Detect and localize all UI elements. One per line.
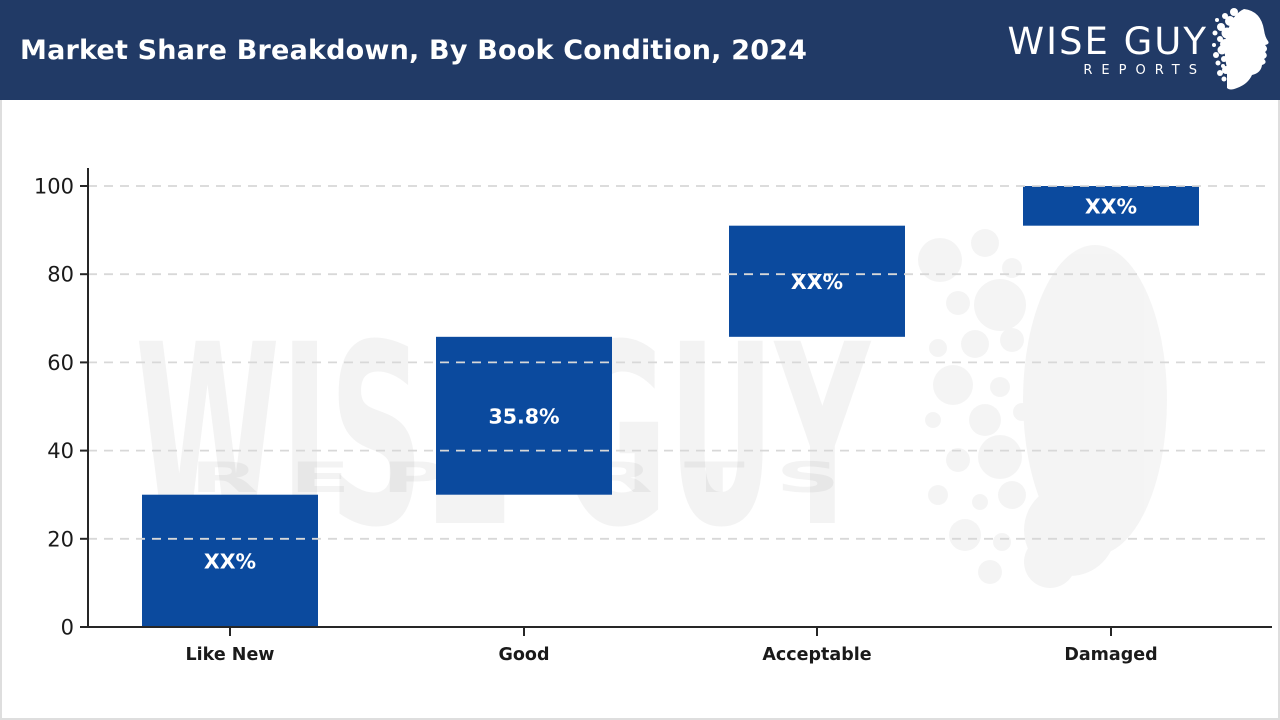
y-tick-label: 100	[34, 175, 74, 199]
header: Market Share Breakdown, By Book Conditio…	[0, 0, 1280, 100]
x-tick-label: Good	[499, 645, 550, 665]
logo-reports-label: REPORTS	[1083, 62, 1206, 78]
logo-wiseguy-label: WISE GUY	[1007, 19, 1208, 63]
logo: WISE GUY REPORTS	[1008, 0, 1270, 100]
bar-acceptable	[729, 225, 905, 337]
y-tick-label: 40	[47, 439, 74, 463]
y-tick-label: 20	[47, 527, 74, 551]
bar-value-label: XX%	[204, 549, 256, 573]
bar-damaged	[1023, 186, 1199, 226]
logo-text: WISE GUY REPORTS	[1008, 23, 1208, 78]
page-title: Market Share Breakdown, By Book Conditio…	[20, 34, 808, 66]
y-tick-label: 80	[47, 263, 74, 287]
x-tick-label: Acceptable	[762, 645, 871, 665]
bar-value-label: XX%	[791, 270, 843, 294]
x-tick-label: Like New	[186, 645, 275, 665]
bar-like-new	[142, 494, 318, 627]
watermark-face-icon	[918, 229, 1167, 588]
logo-face-icon	[1212, 8, 1269, 90]
y-tick-label: 60	[47, 351, 74, 375]
bar-value-label: 35.8%	[488, 404, 559, 428]
bar-value-label: XX%	[1085, 194, 1137, 218]
y-tick-label: 0	[61, 616, 74, 640]
x-tick-label: Damaged	[1064, 645, 1157, 665]
